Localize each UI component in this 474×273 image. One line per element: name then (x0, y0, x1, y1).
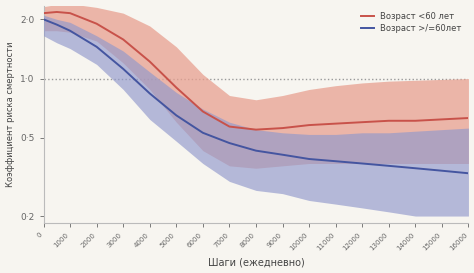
Возраст >/=60лет (412, 167, 418, 170)
X-axis label: Шаги (ежедневно): Шаги (ежедневно) (208, 257, 304, 268)
Возраст >/=60лет (227, 141, 232, 145)
Возраст >/=60лет (465, 172, 471, 175)
Возраст >/=60лет (333, 160, 338, 163)
Возраст >/=60лет (253, 149, 259, 152)
Возраст <60 лет (306, 123, 312, 127)
Возраст <60 лет (359, 121, 365, 124)
Возраст <60 лет (227, 125, 232, 128)
Возраст >/=60лет (386, 164, 392, 167)
Возраст >/=60лет (147, 92, 153, 95)
Возраст <60 лет (412, 119, 418, 122)
Возраст >/=60лет (439, 169, 445, 172)
Возраст <60 лет (386, 119, 392, 122)
Возраст >/=60лет (41, 18, 46, 21)
Возраст <60 лет (67, 11, 73, 15)
Возраст <60 лет (439, 118, 445, 121)
Возраст <60 лет (280, 126, 285, 130)
Возраст <60 лет (173, 86, 179, 89)
Line: Возраст >/=60лет: Возраст >/=60лет (44, 19, 468, 173)
Y-axis label: Коэффициент риска смертности: Коэффициент риска смертности (6, 41, 15, 187)
Возраст >/=60лет (200, 131, 206, 134)
Возраст <60 лет (147, 60, 153, 63)
Возраст >/=60лет (94, 45, 100, 48)
Возраст <60 лет (200, 110, 206, 113)
Возраст <60 лет (54, 10, 60, 14)
Возраст <60 лет (333, 122, 338, 125)
Возраст >/=60лет (54, 23, 60, 26)
Возраст >/=60лет (359, 162, 365, 165)
Возраст <60 лет (465, 116, 471, 120)
Возраст <60 лет (120, 38, 126, 41)
Возраст >/=60лет (280, 153, 285, 156)
Возраст <60 лет (41, 11, 46, 15)
Возраст >/=60лет (120, 67, 126, 70)
Legend: Возраст <60 лет, Возраст >/=60лет: Возраст <60 лет, Возраст >/=60лет (359, 10, 464, 35)
Возраст <60 лет (94, 22, 100, 25)
Возраст <60 лет (253, 128, 259, 131)
Line: Возраст <60 лет: Возраст <60 лет (44, 12, 468, 130)
Возраст >/=60лет (173, 114, 179, 117)
Возраст >/=60лет (306, 157, 312, 161)
Возраст >/=60лет (67, 29, 73, 32)
